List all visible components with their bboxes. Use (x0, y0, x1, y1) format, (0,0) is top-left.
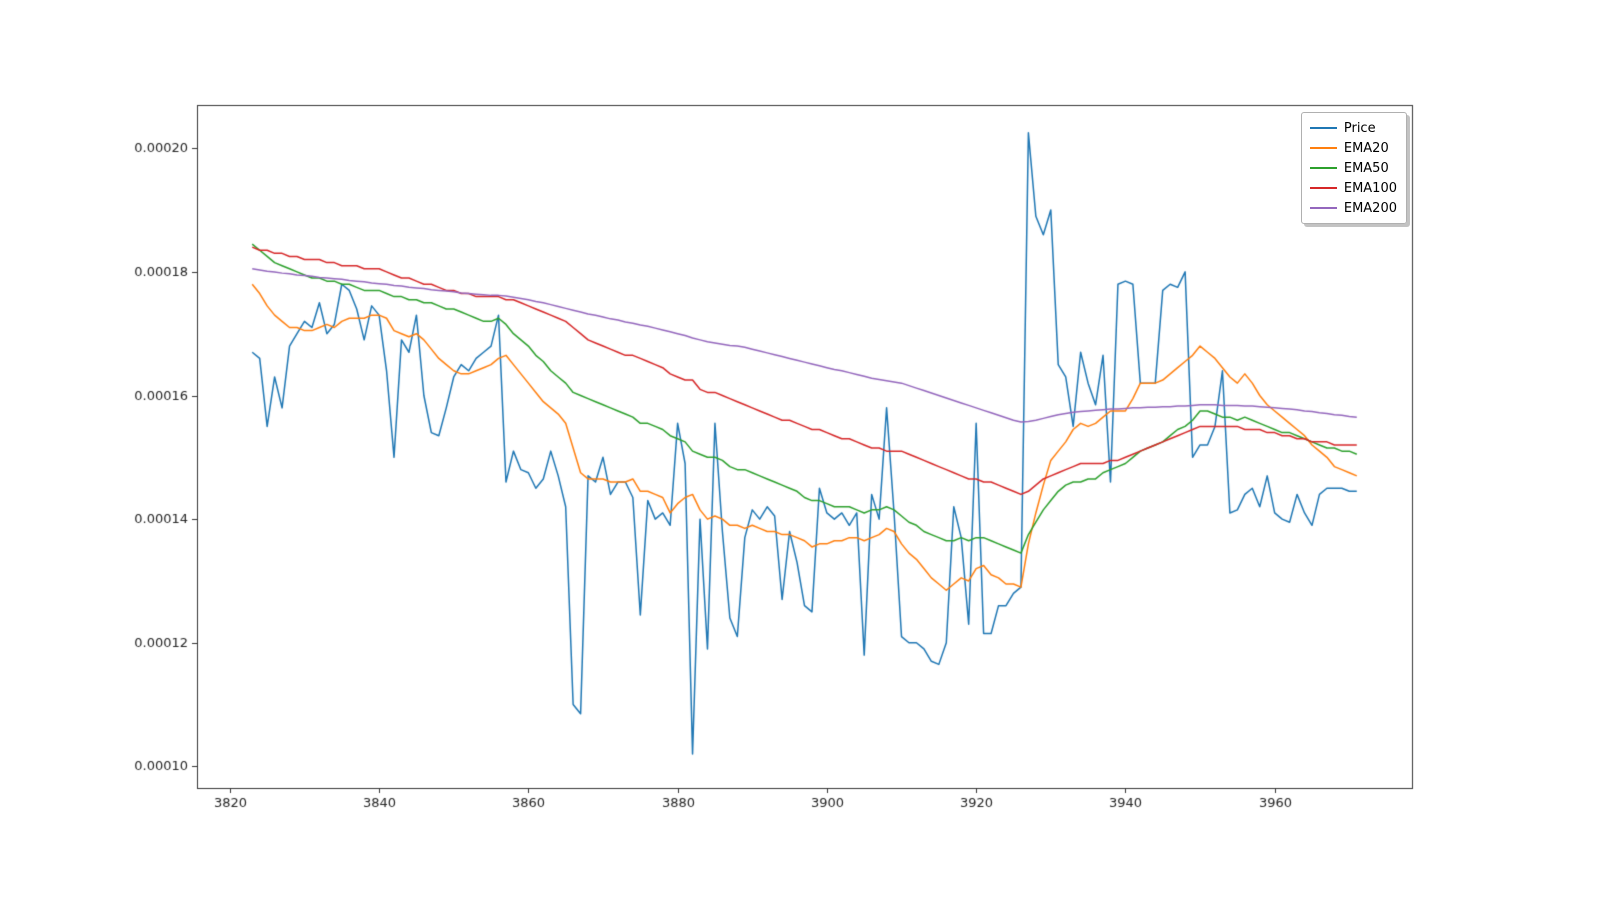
legend-label: EMA50 (1343, 160, 1389, 176)
legend-item-ema50: EMA50 (1309, 158, 1397, 178)
legend-item-ema20: EMA20 (1309, 138, 1397, 158)
legend-label: Price (1343, 120, 1376, 136)
legend-line-sample-icon (1309, 127, 1337, 129)
legend-item-ema200: EMA200 (1309, 198, 1397, 218)
legend-label: EMA100 (1343, 180, 1397, 196)
legend-label: EMA20 (1343, 140, 1389, 156)
legend-item-ema100: EMA100 (1309, 178, 1397, 198)
legend-line-sample-icon (1309, 167, 1337, 169)
legend-line-sample-icon (1309, 147, 1337, 149)
legend-line-sample-icon (1309, 207, 1337, 209)
legend-item-price: Price (1309, 118, 1397, 138)
legend-label: EMA200 (1343, 200, 1397, 216)
legend: Price EMA20 EMA50 EMA100 EMA200 (1300, 112, 1407, 224)
legend-line-sample-icon (1309, 187, 1337, 189)
